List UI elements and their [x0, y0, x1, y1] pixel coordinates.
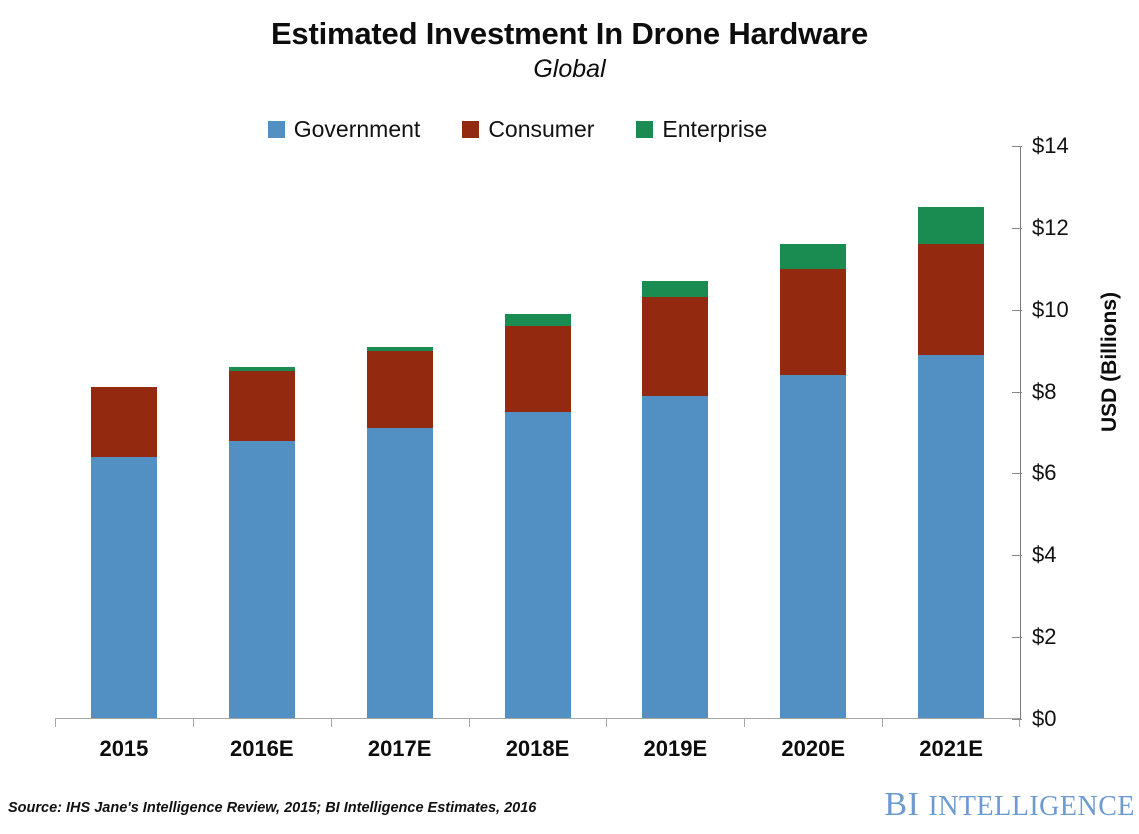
bar-segment-consumer [918, 244, 985, 355]
bar-segment-consumer [366, 350, 433, 429]
stacked-bar[interactable] [780, 244, 847, 719]
bar-segment-consumer [780, 268, 847, 376]
y-axis-tick-label: $0 [1032, 706, 1057, 731]
legend-label: Government [293, 116, 421, 142]
y-axis-tick [1012, 555, 1022, 557]
y-axis-tick [1012, 146, 1022, 147]
bar-segment-enterprise [504, 313, 571, 327]
legend-item[interactable]: Government [267, 116, 421, 142]
y-axis-tick-label: $2 [1032, 624, 1057, 650]
brand-name: INTELLIGENCE [928, 791, 1135, 822]
bar-segment-government [366, 428, 433, 719]
y-axis-tick [1012, 719, 1022, 720]
bar-slot [744, 146, 882, 727]
legend-label: Enterprise [662, 116, 768, 142]
x-axis-tick [882, 719, 884, 727]
x-axis-tick [55, 719, 56, 727]
bar-segment-government [918, 354, 985, 719]
x-axis-tick [330, 719, 332, 727]
y-axis-line [1020, 146, 1021, 720]
stacked-bar[interactable] [228, 367, 295, 719]
bar-slot [330, 146, 469, 727]
x-axis-label: 2017E [367, 736, 432, 761]
y-axis-tick-label: $4 [1032, 542, 1057, 568]
bar-slot [55, 146, 193, 727]
x-axis-tick [468, 719, 470, 727]
bar-segment-consumer [228, 371, 295, 441]
legend-swatch-icon [462, 121, 480, 138]
bar-segment-government [642, 395, 709, 719]
x-axis-label: 2016E [229, 736, 294, 761]
bar-segment-consumer [642, 297, 709, 396]
bar-slot [882, 146, 1021, 727]
bar-segment-government [504, 412, 571, 719]
bar-segment-enterprise [366, 346, 433, 351]
x-axis-label: 2019E [643, 736, 708, 761]
x-axis-baseline [55, 718, 1020, 719]
brand-prefix: BI [884, 786, 929, 823]
x-axis-label: 2018E [505, 736, 570, 761]
y-axis-tick-label: $14 [1032, 133, 1069, 158]
x-axis-tick [192, 719, 194, 727]
bar-segment-enterprise [642, 281, 709, 298]
legend-label: Consumer [488, 116, 595, 142]
x-axis-label: 2015 [99, 736, 149, 761]
stacked-bar[interactable] [366, 346, 433, 719]
stacked-bar[interactable] [918, 207, 985, 719]
bar-segment-consumer [90, 387, 157, 458]
bar-segment-government [228, 440, 295, 719]
x-axis-labels: 2015 2016E 2017E 2018E 2019E 2020E 2021E [55, 736, 1020, 762]
brand-logo: BI INTELLIGENCE [884, 786, 1135, 824]
legend-item[interactable]: Enterprise [636, 118, 767, 141]
bar-segment-enterprise [228, 367, 295, 372]
stacked-bar[interactable] [504, 313, 571, 719]
bar-segment-enterprise [918, 207, 985, 245]
bar-segment-government [90, 457, 157, 719]
page-title: Estimated Investment In Drone Hardware [270, 16, 869, 51]
x-axis-tick [606, 719, 608, 727]
y-axis-tick-label: $10 [1032, 296, 1069, 322]
chart-legend: Government Consumer Enterprise [0, 118, 1035, 141]
y-axis-tick [1012, 309, 1022, 311]
y-axis-tick-label: $6 [1032, 460, 1057, 486]
y-axis-tick [1012, 391, 1022, 393]
chart-subtitle: Global [533, 54, 606, 83]
legend-swatch-icon [267, 121, 285, 138]
y-axis-tick [1012, 473, 1022, 475]
bar-slot [468, 146, 607, 727]
plot-area [55, 146, 1021, 727]
bar-slot [192, 146, 331, 727]
x-axis-tick [1019, 719, 1021, 727]
legend-item[interactable]: Consumer [462, 118, 594, 141]
y-axis-title: USD (Billions) [1098, 292, 1121, 432]
bar-segment-consumer [504, 326, 571, 413]
y-axis-tick [1012, 637, 1022, 639]
bar-segment-enterprise [780, 244, 847, 269]
y-axis-tick-label: $12 [1032, 214, 1069, 240]
bar-segment-government [780, 375, 847, 719]
stacked-bar[interactable] [642, 281, 709, 719]
title-block: Estimated Investment In Drone Hardware G… [0, 16, 1139, 85]
y-axis-tick-label: $8 [1032, 378, 1057, 404]
x-axis-label: 2021E [919, 736, 983, 761]
y-axis-tick [1012, 227, 1022, 229]
x-axis-tick [744, 719, 746, 727]
bar-slot [606, 146, 744, 727]
legend-swatch-icon [636, 121, 654, 138]
x-axis-label: 2020E [781, 736, 846, 761]
source-note: Source: IHS Jane's Intelligence Review, … [8, 800, 537, 816]
bar-group [55, 146, 1021, 727]
stacked-bar[interactable] [90, 387, 157, 719]
